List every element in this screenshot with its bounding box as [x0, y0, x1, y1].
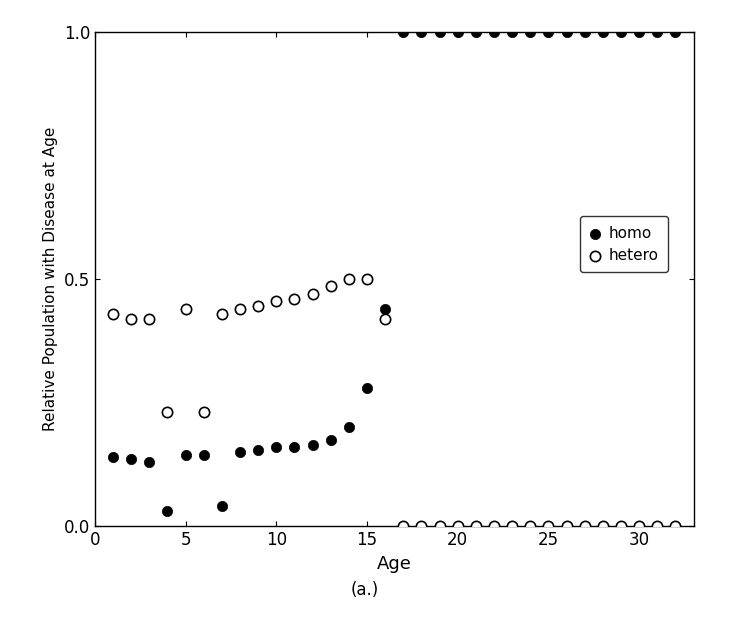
homo	[126, 455, 137, 465]
homo	[470, 27, 482, 37]
homo	[198, 450, 210, 460]
homo	[270, 442, 282, 452]
hetero	[161, 408, 173, 418]
homo	[615, 27, 627, 37]
hetero	[397, 521, 409, 531]
hetero	[216, 309, 228, 319]
homo	[253, 444, 264, 455]
hetero	[180, 304, 191, 314]
hetero	[561, 521, 572, 531]
hetero	[144, 313, 155, 323]
homo	[542, 27, 554, 37]
homo	[380, 304, 391, 314]
homo	[361, 383, 373, 393]
homo	[397, 27, 409, 37]
homo	[288, 442, 300, 452]
homo	[452, 27, 464, 37]
hetero	[542, 521, 554, 531]
homo	[415, 27, 427, 37]
hetero	[597, 521, 609, 531]
hetero	[307, 288, 318, 299]
homo	[561, 27, 572, 37]
homo	[180, 450, 191, 460]
homo	[488, 27, 500, 37]
homo	[597, 27, 609, 37]
hetero	[343, 274, 355, 284]
hetero	[651, 521, 663, 531]
homo	[144, 457, 155, 467]
Legend: homo, hetero: homo, hetero	[580, 216, 668, 273]
hetero	[361, 274, 373, 284]
hetero	[107, 309, 119, 319]
hetero	[415, 521, 427, 531]
hetero	[524, 521, 536, 531]
homo	[579, 27, 591, 37]
hetero	[434, 521, 445, 531]
hetero	[325, 281, 337, 292]
hetero	[234, 304, 246, 314]
hetero	[270, 296, 282, 306]
homo	[434, 27, 445, 37]
homo	[343, 422, 355, 432]
hetero	[380, 313, 391, 323]
Y-axis label: Relative Population with Disease at Age: Relative Population with Disease at Age	[43, 127, 58, 431]
hetero	[253, 301, 264, 311]
hetero	[669, 521, 681, 531]
hetero	[507, 521, 518, 531]
homo	[524, 27, 536, 37]
hetero	[633, 521, 645, 531]
hetero	[452, 521, 464, 531]
Text: (a.): (a.)	[351, 581, 379, 598]
hetero	[579, 521, 591, 531]
hetero	[488, 521, 500, 531]
hetero	[126, 313, 137, 323]
hetero	[615, 521, 627, 531]
hetero	[198, 408, 210, 418]
homo	[307, 439, 318, 450]
homo	[633, 27, 645, 37]
homo	[216, 501, 228, 512]
homo	[161, 507, 173, 517]
homo	[651, 27, 663, 37]
homo	[507, 27, 518, 37]
hetero	[288, 294, 300, 304]
homo	[107, 452, 119, 462]
X-axis label: Age: Age	[377, 555, 412, 573]
hetero	[470, 521, 482, 531]
homo	[325, 435, 337, 445]
homo	[234, 447, 246, 457]
homo	[669, 27, 681, 37]
